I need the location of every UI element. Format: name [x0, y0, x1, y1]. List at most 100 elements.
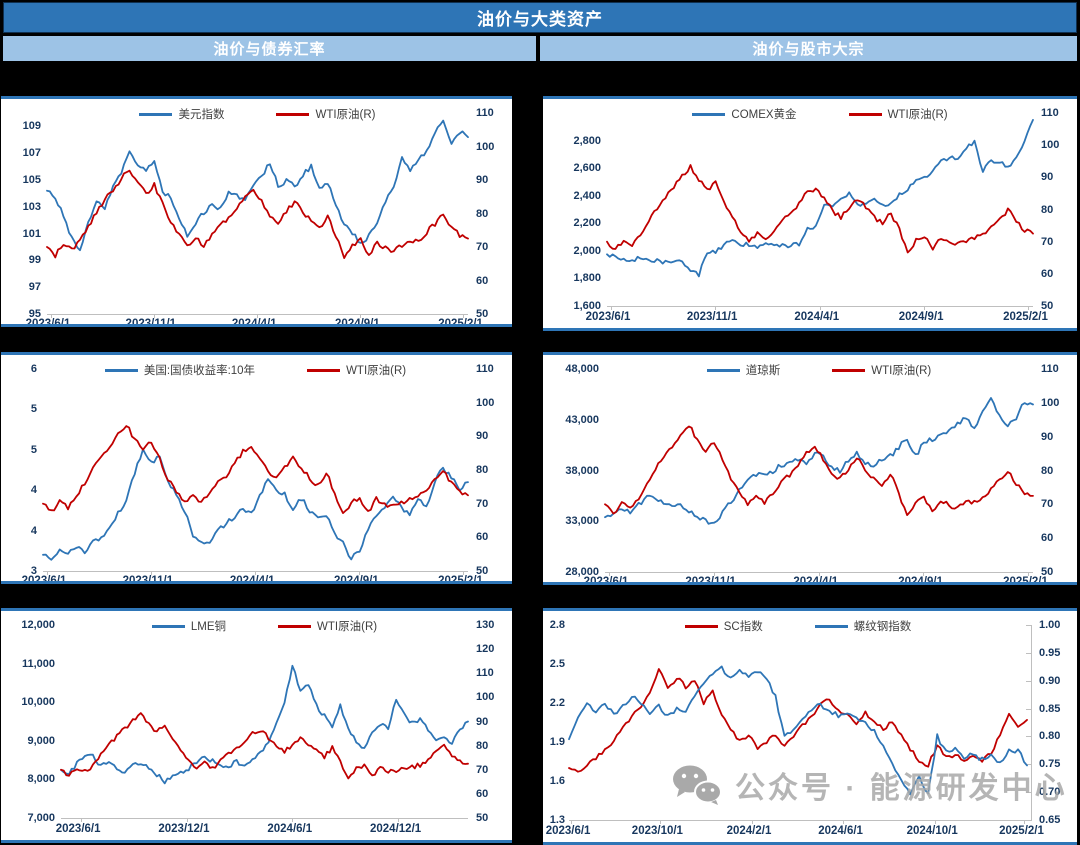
series-line-0 — [604, 397, 1034, 525]
right-axis-tick — [1026, 736, 1032, 738]
y-tick-label-left: 6 — [30, 363, 37, 375]
y-tick-label-left: 12,000 — [21, 619, 55, 631]
legend-line-swatch — [104, 368, 138, 372]
legend-item-0: 美元指数 — [139, 106, 224, 122]
chart-plot-area — [568, 665, 1028, 796]
x-axis-tick — [610, 306, 612, 310]
right-axis-line — [1031, 625, 1032, 820]
x-axis-tick — [50, 314, 52, 318]
x-axis-tick — [843, 820, 845, 824]
y-tick-label-left: 99 — [28, 254, 41, 267]
x-axis-tick — [713, 572, 715, 576]
y-tick-label-right: 90 — [476, 430, 489, 443]
chart-legend: SC指数 螺纹钢指数 — [569, 618, 1027, 634]
y-tick-label-left: 1.3 — [549, 814, 565, 826]
y-tick-label-right: 100 — [476, 140, 495, 153]
legend-label: WTI原油(R) — [871, 365, 932, 377]
chart-plot-area — [42, 425, 469, 561]
x-axis-tick — [46, 571, 48, 575]
x-axis-tick — [819, 306, 821, 310]
section-header-equity-commodity-label: 油价与股市大宗 — [752, 41, 865, 58]
y-tick-label-right: 90 — [1041, 430, 1054, 443]
x-tick-label: 2023/11/1 — [686, 311, 738, 323]
right-axis-tick — [1026, 708, 1032, 710]
y-tick-label-right: 0.70 — [1039, 786, 1061, 799]
y-tick-label-left: 2,400 — [573, 189, 601, 202]
y-tick-label-right: 0.90 — [1039, 674, 1061, 687]
y-tick-label-left: 2,200 — [573, 217, 601, 230]
y-tick-label-right: 50 — [1041, 566, 1054, 578]
y-tick-label-left: 33,000 — [565, 515, 599, 528]
y-tick-label-right: 110 — [476, 107, 494, 119]
y-tick-label-right: 80 — [1041, 203, 1054, 216]
x-axis-tick — [660, 820, 662, 824]
y-tick-label-right: 70 — [1041, 235, 1054, 248]
x-tick-label: 2023/6/1 — [583, 576, 629, 585]
y-tick-label-left: 103 — [22, 200, 41, 213]
legend-item-0: COMEX黄金 — [692, 106, 797, 122]
legend-item-0: 美国:国债收益率:10年 — [104, 362, 255, 378]
y-tick-label-left: 43,000 — [565, 413, 599, 426]
chart-legend: 美元指数 WTI原油(R) — [47, 106, 468, 122]
x-tick-label: 2023/10/1 — [631, 825, 683, 837]
series-line-1 — [42, 425, 469, 515]
y-tick-label-right: 70 — [1041, 498, 1054, 511]
legend-item-1: WTI原油(R) — [307, 362, 406, 378]
x-tick-label: 2024/2/1 — [726, 825, 772, 837]
x-axis-tick — [257, 314, 258, 318]
y-tick-label-right: 60 — [476, 531, 489, 544]
y-tick-label-left: 9,000 — [27, 734, 55, 747]
x-tick-label: 2024/9/1 — [898, 311, 944, 323]
x-axis-tick — [570, 820, 572, 824]
x-tick-label: 2024/4/1 — [229, 575, 275, 584]
y-tick-label-left: 2.8 — [549, 619, 565, 631]
legend-label: 道琼斯 — [745, 365, 781, 377]
chart-plot-area — [60, 664, 469, 785]
right-axis-tick — [1026, 625, 1032, 626]
series-line-0 — [42, 448, 469, 561]
x-tick-label: 2023/12/1 — [158, 823, 210, 835]
y-tick-label-left: 4 — [30, 484, 37, 497]
x-axis-tick — [398, 818, 400, 822]
y-tick-label-left: 1.6 — [549, 775, 565, 787]
legend-label: LME铜 — [190, 621, 227, 633]
x-tick-label: 2025/2/1 — [438, 318, 483, 327]
y-tick-label-right: 100 — [476, 691, 495, 704]
series-line-0 — [606, 118, 1034, 278]
y-tick-label-right: 130 — [476, 619, 495, 631]
y-tick-label-left: 97 — [28, 281, 41, 294]
y-tick-label-left: 2,600 — [573, 162, 601, 175]
x-axis-tick — [186, 818, 188, 822]
legend-label: SC指数 — [723, 621, 763, 633]
legend-label: WTI原油(R) — [887, 109, 948, 121]
y-tick-label-left: 2,800 — [573, 134, 601, 147]
x-axis-line — [61, 818, 468, 819]
x-tick-label: 2023/6/1 — [25, 318, 71, 327]
y-tick-label-left: 109 — [22, 120, 41, 133]
legend-line-swatch — [814, 624, 848, 628]
y-tick-label-right: 120 — [476, 643, 495, 656]
y-tick-label-left: 38,000 — [565, 464, 599, 477]
x-tick-label: 2024/6/1 — [267, 823, 313, 835]
x-tick-label: 2024/6/1 — [818, 825, 863, 837]
legend-line-swatch — [684, 624, 718, 628]
right-axis-tick — [1026, 820, 1032, 821]
y-tick-label-left: 1,600 — [573, 300, 601, 312]
legend-item-1: WTI原油(R) — [832, 362, 931, 378]
y-tick-label-right: 50 — [476, 308, 489, 320]
x-axis-tick — [1028, 572, 1030, 576]
x-axis-tick — [150, 571, 152, 575]
legend-label: WTI原油(R) — [317, 621, 378, 633]
x-tick-label: 2023/6/1 — [545, 825, 591, 837]
legend-label: COMEX黄金 — [731, 109, 797, 121]
x-axis-tick — [1024, 820, 1026, 824]
x-axis-tick — [463, 314, 465, 318]
y-tick-label-right: 110 — [476, 667, 494, 680]
y-tick-label-right: 80 — [1041, 464, 1054, 477]
y-tick-label-left: 95 — [28, 308, 41, 320]
x-tick-label: 2023/11/1 — [122, 575, 174, 584]
y-tick-label-right: 0.65 — [1039, 814, 1061, 826]
y-tick-label-right: 100 — [1041, 139, 1060, 152]
chart-plot-area — [606, 118, 1034, 278]
